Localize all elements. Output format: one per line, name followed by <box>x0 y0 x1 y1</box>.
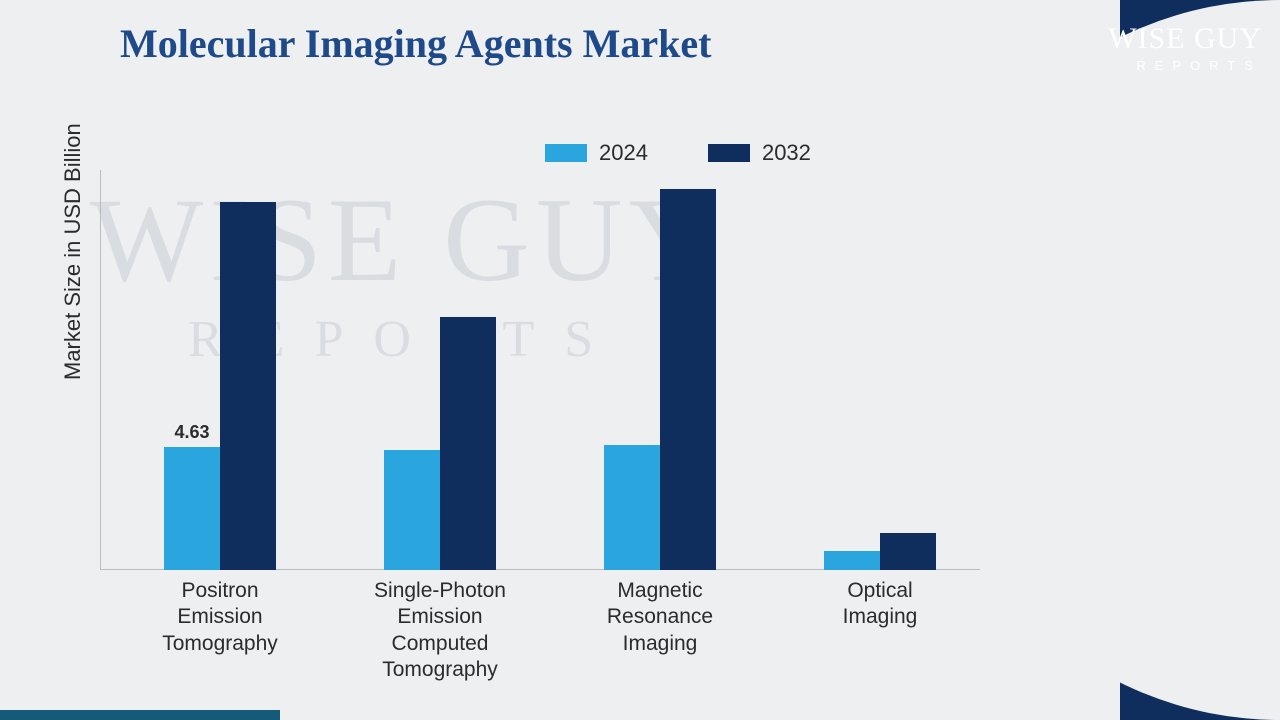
x-label-3: OpticalImaging <box>790 578 970 631</box>
y-axis-line <box>100 170 101 570</box>
chart-stage: WISE GUY REPORTS Molecular Imaging Agent… <box>0 0 1280 720</box>
bar-2024-3 <box>824 551 880 570</box>
legend-swatch-2032 <box>708 144 750 162</box>
brand-sub: REPORTS <box>1108 58 1262 73</box>
brand-name: WISE GUY <box>1108 22 1262 56</box>
bottom-accent <box>0 710 280 720</box>
x-label-0: PositronEmissionTomography <box>130 578 310 657</box>
legend-item-2032: 2032 <box>708 140 811 166</box>
bar-2032-1 <box>440 317 496 570</box>
bar-2032-2 <box>660 189 716 570</box>
plot-area: 4.63 <box>100 170 980 570</box>
chart-title: Molecular Imaging Agents Market <box>120 20 711 67</box>
bar-2024-0 <box>164 447 220 570</box>
value-label: 4.63 <box>162 422 222 443</box>
legend-label-2024: 2024 <box>599 140 648 166</box>
bar-2032-0 <box>220 202 276 570</box>
bar-2024-2 <box>604 445 660 570</box>
bar-2032-3 <box>880 533 936 570</box>
x-label-1: Single-PhotonEmissionComputedTomography <box>350 578 530 683</box>
legend-item-2024: 2024 <box>545 140 648 166</box>
y-axis-label: Market Size in USD Billion <box>60 123 86 380</box>
x-label-2: MagneticResonanceImaging <box>570 578 750 657</box>
bar-2024-1 <box>384 450 440 570</box>
legend-swatch-2024 <box>545 144 587 162</box>
legend: 2024 2032 <box>545 140 811 166</box>
brand-logo: WISE GUY REPORTS <box>1108 22 1262 73</box>
legend-label-2032: 2032 <box>762 140 811 166</box>
